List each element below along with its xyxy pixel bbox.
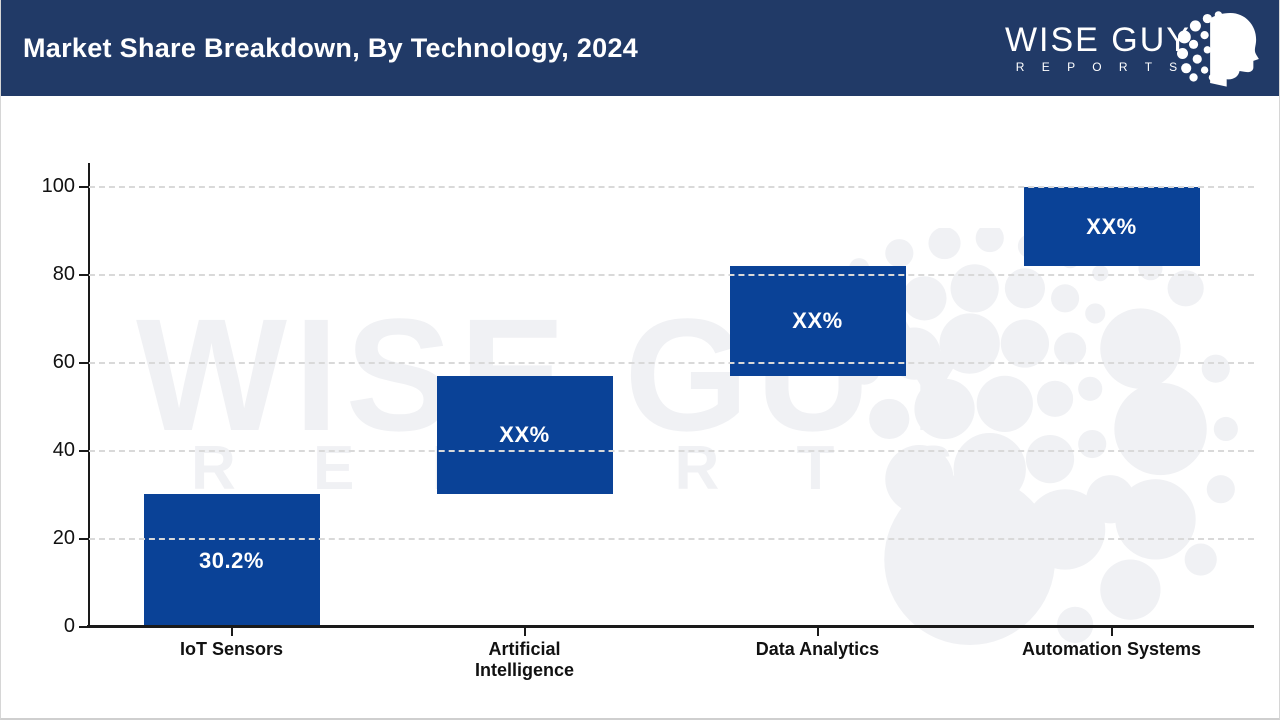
bar-value-label: XX%	[499, 422, 550, 448]
header-bar: Market Share Breakdown, By Technology, 2…	[1, 0, 1279, 96]
gridline	[89, 274, 1254, 276]
y-tick-label: 40	[52, 439, 75, 461]
y-tick-mark	[79, 186, 89, 188]
bar-value-label: 30.2%	[199, 547, 264, 573]
x-axis-line	[87, 625, 1254, 628]
y-tick-mark	[79, 450, 89, 452]
y-tick-mark	[79, 626, 89, 628]
bar-value-label: XX%	[1086, 213, 1137, 239]
y-tick-label: 60	[52, 351, 75, 373]
y-tick-label: 0	[63, 615, 75, 637]
logo-dotted-head-icon	[1177, 11, 1259, 87]
wise-guy-reports-logo: WISE GUY R E P O R T S	[1005, 4, 1269, 92]
gridline	[89, 450, 1254, 452]
waterfall-bar-3: XX%	[729, 266, 906, 377]
waterfall-bar-2: XX%	[436, 376, 613, 495]
y-tick-mark	[79, 538, 89, 540]
gridline	[89, 186, 1254, 188]
waterfall-bar-4: XX%	[1023, 187, 1200, 267]
bar-value-label: XX%	[792, 308, 843, 334]
y-axis-line	[88, 163, 90, 628]
x-tick-mark	[1110, 627, 1113, 636]
logo-tagline: R E P O R T S	[1015, 60, 1185, 75]
y-tick-mark	[79, 362, 89, 364]
category-label: Artificial Intelligence	[474, 639, 575, 680]
logo-brand: WISE GUY	[1004, 20, 1191, 59]
y-tick-label: 100	[41, 175, 75, 197]
x-tick-mark	[523, 627, 526, 636]
page-title: Market Share Breakdown, By Technology, 2…	[23, 32, 639, 63]
gridline	[89, 538, 1254, 540]
waterfall-bar-1: 30.2%	[143, 494, 320, 627]
logo-text: WISE GUY R E P O R T S	[1004, 20, 1191, 75]
y-tick-label: 80	[52, 263, 75, 285]
category-label: Data Analytics	[755, 639, 880, 659]
x-tick-mark	[230, 627, 233, 636]
y-tick-label: 20	[52, 527, 75, 549]
x-tick-mark	[816, 627, 819, 636]
category-label: Automation Systems	[1021, 639, 1202, 659]
y-tick-mark	[79, 274, 89, 276]
category-label: IoT Sensors	[179, 639, 284, 659]
gridline	[89, 362, 1254, 364]
